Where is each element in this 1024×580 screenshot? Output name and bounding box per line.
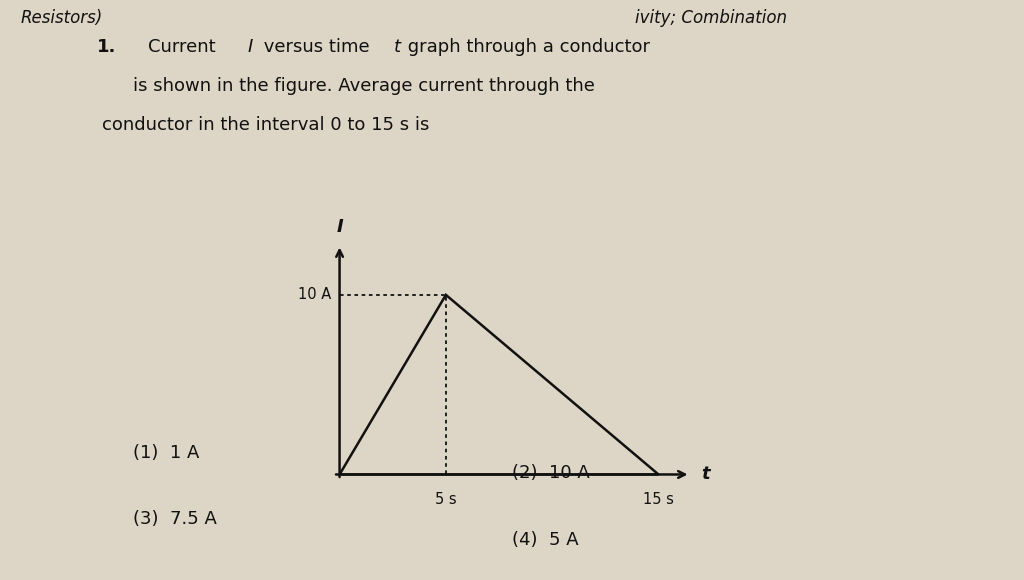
Text: 5 s: 5 s xyxy=(435,492,457,508)
Text: graph through a conductor: graph through a conductor xyxy=(402,38,650,56)
Text: ivity; Combination: ivity; Combination xyxy=(635,9,786,27)
Text: (1)  1 A: (1) 1 A xyxy=(133,444,200,462)
Text: 15 s: 15 s xyxy=(643,492,674,508)
Text: (4)  5 A: (4) 5 A xyxy=(512,531,579,549)
Text: versus time: versus time xyxy=(258,38,376,56)
Text: 1.: 1. xyxy=(97,38,117,56)
Text: Current: Current xyxy=(148,38,222,56)
Text: conductor in the interval 0 to 15 s is: conductor in the interval 0 to 15 s is xyxy=(102,116,430,134)
Text: Resistors): Resistors) xyxy=(20,9,102,27)
Text: t: t xyxy=(394,38,401,56)
Text: I: I xyxy=(336,218,343,235)
Text: 10 A: 10 A xyxy=(298,287,331,302)
Text: (2)  10 A: (2) 10 A xyxy=(512,464,590,482)
Text: is shown in the figure. Average current through the: is shown in the figure. Average current … xyxy=(133,77,595,95)
Text: t: t xyxy=(701,466,710,484)
Text: I: I xyxy=(248,38,253,56)
Text: (3)  7.5 A: (3) 7.5 A xyxy=(133,510,217,528)
